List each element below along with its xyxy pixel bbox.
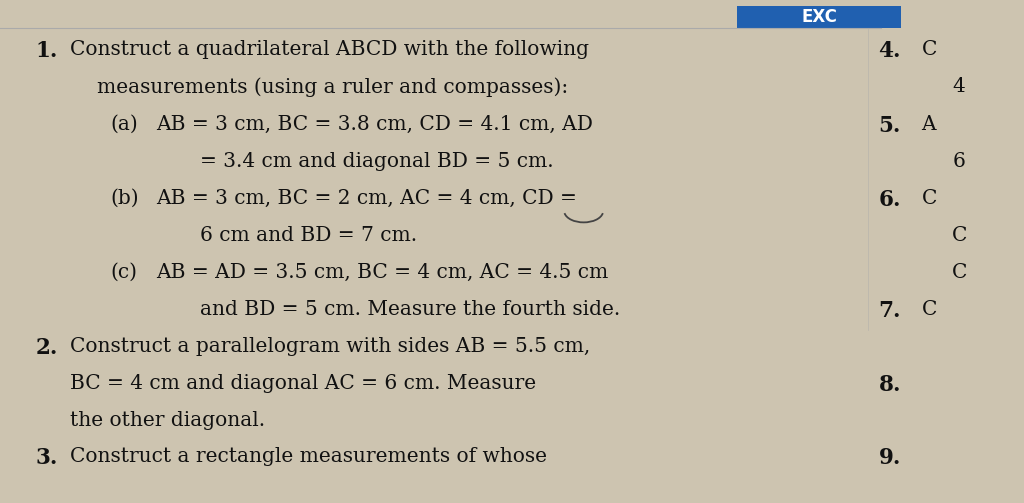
- Text: Construct a parallelogram with sides AB = 5.5 cm,: Construct a parallelogram with sides AB …: [70, 337, 590, 356]
- Text: (b): (b): [111, 189, 139, 208]
- Text: 6.: 6.: [879, 189, 901, 211]
- Text: 1.: 1.: [36, 40, 58, 61]
- Text: 8.: 8.: [879, 374, 901, 395]
- Text: the other diagonal.: the other diagonal.: [70, 410, 265, 430]
- Text: C: C: [922, 300, 937, 319]
- Text: 3.: 3.: [36, 447, 58, 469]
- Text: 9.: 9.: [879, 447, 901, 469]
- Text: = 3.4 cm and diagonal BD = 5 cm.: = 3.4 cm and diagonal BD = 5 cm.: [200, 152, 553, 171]
- Text: 7.: 7.: [879, 300, 901, 322]
- Text: measurements (using a ruler and compasses):: measurements (using a ruler and compasse…: [97, 77, 568, 97]
- Text: AB = 3 cm, BC = 2 cm, AC = 4 cm, CD =: AB = 3 cm, BC = 2 cm, AC = 4 cm, CD =: [156, 189, 577, 208]
- Text: 6: 6: [952, 152, 966, 171]
- Text: and BD = 5 cm. Measure the fourth side.: and BD = 5 cm. Measure the fourth side.: [200, 300, 620, 319]
- Text: AB = 3 cm, BC = 3.8 cm, CD = 4.1 cm, AD: AB = 3 cm, BC = 3.8 cm, CD = 4.1 cm, AD: [156, 115, 593, 134]
- Text: (a): (a): [111, 115, 138, 134]
- Text: BC = 4 cm and diagonal AC = 6 cm. Measure: BC = 4 cm and diagonal AC = 6 cm. Measur…: [70, 374, 536, 392]
- Text: C: C: [952, 263, 968, 282]
- Text: Construct a quadrilateral ABCD with the following: Construct a quadrilateral ABCD with the …: [70, 40, 589, 58]
- Text: 2.: 2.: [36, 337, 58, 359]
- Text: EXC: EXC: [801, 8, 838, 26]
- Text: Construct a rectangle measurements of whose: Construct a rectangle measurements of wh…: [70, 447, 547, 466]
- Text: 4.: 4.: [879, 40, 901, 61]
- Text: (c): (c): [111, 263, 137, 282]
- Text: A: A: [922, 115, 936, 134]
- Text: C: C: [952, 226, 968, 245]
- Text: 4: 4: [952, 77, 965, 96]
- Text: 6 cm and BD = 7 cm.: 6 cm and BD = 7 cm.: [200, 226, 417, 245]
- Text: C: C: [922, 189, 937, 208]
- Text: 5.: 5.: [879, 115, 901, 137]
- FancyBboxPatch shape: [737, 7, 901, 28]
- Text: AB = AD = 3.5 cm, BC = 4 cm, AC = 4.5 cm: AB = AD = 3.5 cm, BC = 4 cm, AC = 4.5 cm: [156, 263, 608, 282]
- Text: C: C: [922, 40, 937, 58]
